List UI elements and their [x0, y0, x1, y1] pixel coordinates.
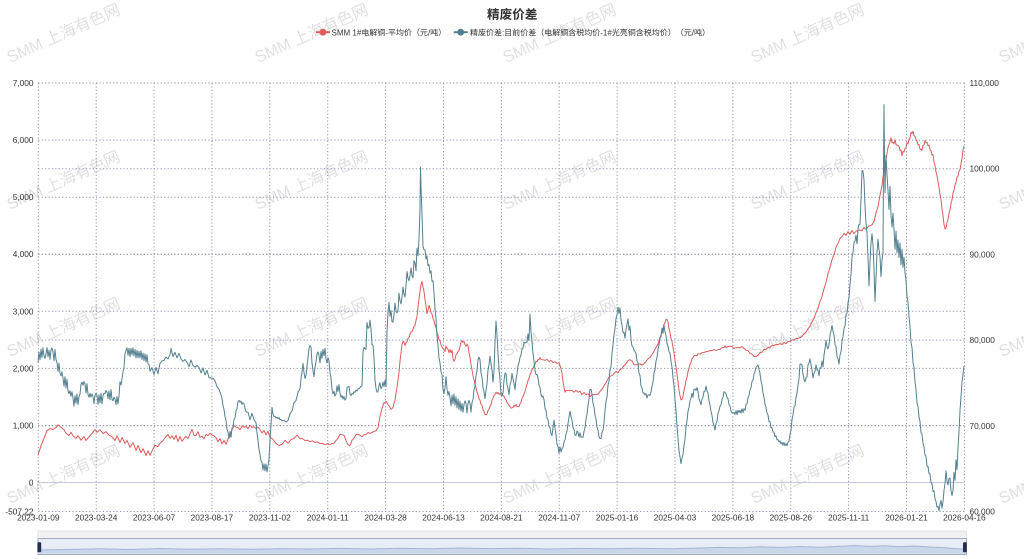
svg-text:-1#: -1# [600, 28, 612, 37]
svg-text:80,000: 80,000 [970, 335, 996, 345]
svg-text:2025-01-16: 2025-01-16 [596, 513, 639, 523]
svg-text:2,000: 2,000 [13, 363, 34, 373]
svg-text:6,000: 6,000 [13, 135, 34, 145]
svg-text:60,000: 60,000 [970, 507, 996, 517]
svg-text:90,000: 90,000 [970, 249, 996, 259]
svg-text:2024-11-07: 2024-11-07 [538, 513, 580, 523]
svg-text:2026-04-16: 2026-04-16 [943, 513, 986, 523]
svg-text:2023-03-24: 2023-03-24 [75, 513, 118, 523]
svg-text:SMM 1#: SMM 1# [332, 28, 362, 37]
svg-text:5,000: 5,000 [13, 192, 34, 202]
svg-text:-507.22: -507.22 [5, 507, 34, 517]
svg-text:100,000: 100,000 [970, 164, 1000, 174]
svg-text:/: / [428, 28, 431, 37]
svg-text:2024-03-28: 2024-03-28 [364, 513, 407, 523]
svg-text:2024-06-13: 2024-06-13 [422, 513, 465, 523]
svg-text:4,000: 4,000 [13, 249, 34, 259]
svg-text::: : [502, 28, 504, 37]
svg-text:2025-08-26: 2025-08-26 [770, 513, 813, 523]
svg-text:70,000: 70,000 [970, 421, 996, 431]
svg-text:2025-06-18: 2025-06-18 [712, 513, 755, 523]
svg-text:1,000: 1,000 [13, 421, 34, 431]
svg-text:110,000: 110,000 [970, 78, 1000, 88]
svg-text:2023-08-17: 2023-08-17 [191, 513, 234, 523]
svg-text:2024-01-11: 2024-01-11 [307, 513, 349, 523]
svg-text:2025-04-03: 2025-04-03 [654, 513, 697, 523]
svg-text:0: 0 [29, 478, 34, 488]
svg-text:2023-06-07: 2023-06-07 [133, 513, 176, 523]
svg-text:3,000: 3,000 [13, 306, 34, 316]
svg-text:7,000: 7,000 [13, 78, 34, 88]
svg-text:-: - [385, 28, 388, 37]
svg-text:/: / [692, 28, 695, 37]
svg-text:2023-01-09: 2023-01-09 [17, 513, 60, 523]
svg-text:2024-08-21: 2024-08-21 [480, 513, 523, 523]
svg-text:2026-01-21: 2026-01-21 [885, 513, 928, 523]
svg-text:2023-11-02: 2023-11-02 [249, 513, 291, 523]
svg-text:2025-11-11: 2025-11-11 [828, 513, 870, 523]
